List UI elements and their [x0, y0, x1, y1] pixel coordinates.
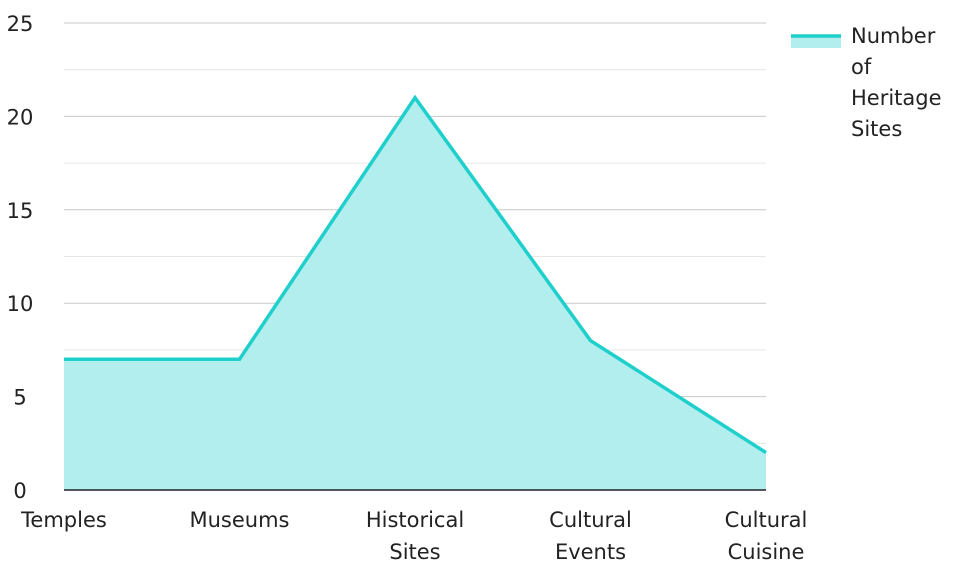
legend: Number of Heritage Sites	[791, 24, 942, 141]
x-tick-label: Museums	[190, 508, 290, 532]
x-tick-label: Historical Sites	[366, 508, 464, 562]
y-tick-label: 10	[7, 292, 34, 316]
legend-label: Number of Heritage Sites	[851, 24, 942, 141]
x-tick-label: Cultural Events	[549, 508, 632, 562]
y-tick-label: 20	[7, 105, 34, 129]
y-axis: 0 5 10 15 20 25	[7, 12, 34, 503]
legend-swatch-fill	[791, 36, 841, 48]
x-axis: Temples Museums Historical Sites Cultural Eve…	[20, 489, 808, 562]
y-tick-label: 25	[7, 12, 34, 36]
y-tick-label: 0	[13, 479, 26, 503]
x-tick-label: Temples	[20, 508, 107, 532]
series-area-layer	[63, 94, 767, 490]
y-tick-label: 5	[13, 386, 26, 410]
y-tick-label: 15	[7, 199, 34, 223]
series-area-fill	[64, 97, 766, 490]
x-tick-label: Cultural Cuisine	[725, 508, 808, 562]
